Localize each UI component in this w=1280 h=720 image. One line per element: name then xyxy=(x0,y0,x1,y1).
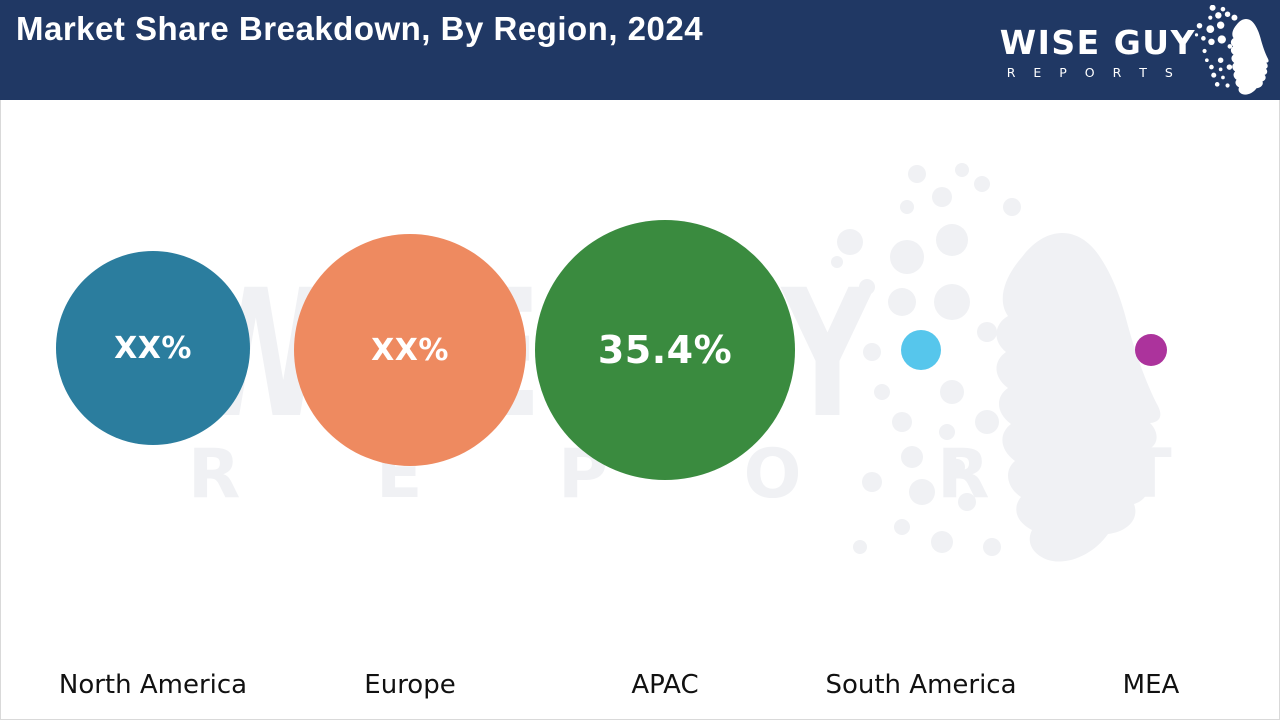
logo-wordmark-line2: R E P O R T S xyxy=(1006,65,1180,80)
bubble-value-north-america: XX% xyxy=(114,330,192,366)
wise-guy-logo: WISE GUY R E P O R T S xyxy=(1000,5,1272,97)
bubble-europe: XX% xyxy=(294,234,526,466)
category-label-apac: APAC xyxy=(631,670,699,700)
logo-head-icon xyxy=(1194,5,1269,95)
header-bar: Market Share Breakdown, By Region, 2024 … xyxy=(0,0,1280,100)
bubble-apac: 35.4% xyxy=(535,220,795,480)
bubble-south-america xyxy=(901,330,941,370)
bubble-value-apac: 35.4% xyxy=(597,328,733,372)
category-label-south-america: South America xyxy=(825,670,1017,700)
logo-wordmark-line1: WISE GUY xyxy=(999,23,1196,62)
category-label-mea: MEA xyxy=(1122,670,1180,700)
watermark-head-dots-icon xyxy=(831,163,1161,562)
bubble-value-europe: XX% xyxy=(371,332,449,368)
category-label-north-america: North America xyxy=(58,670,248,700)
bubble-north-america: XX% xyxy=(56,251,250,445)
category-label-europe: Europe xyxy=(364,670,456,700)
logo-wordmark: WISE GUY R E P O R T S xyxy=(1000,23,1196,80)
bubble-mea xyxy=(1135,334,1167,366)
page-title: Market Share Breakdown, By Region, 2024 xyxy=(16,10,704,47)
